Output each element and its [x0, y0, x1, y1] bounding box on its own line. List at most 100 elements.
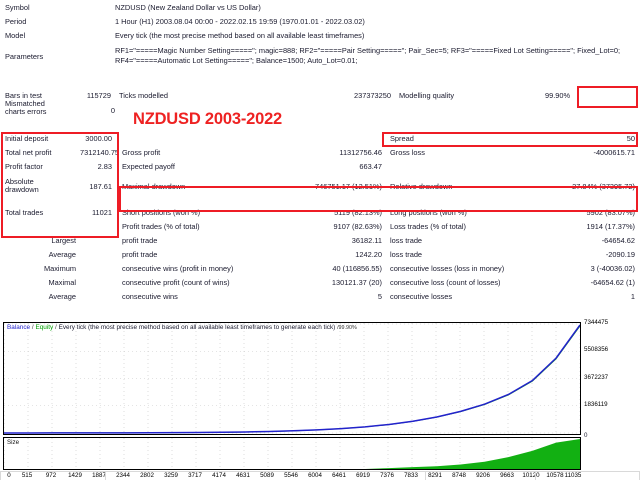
chart-y-axis: 7344475 5508356 3672237 1836119	[584, 319, 640, 438]
chart-y-zero-label: 0	[584, 432, 588, 439]
chart-svg	[4, 323, 580, 434]
gross-profit-label: Gross profit	[122, 147, 161, 157]
y-tick-label: 3672237	[584, 373, 609, 381]
profit-factor-value: 2.83	[97, 161, 112, 171]
maximum-consecutive-losses-value: 3 (-40036.02)	[590, 263, 635, 273]
symbol-value: NZDUSD (New Zealand Dollar vs US Dollar)	[115, 3, 261, 12]
bars-in-test-row: Bars in test 115729 Ticks modelled 23737…	[0, 88, 578, 102]
modelling-quality-label: Modelling quality	[399, 90, 455, 100]
x-tick-label: 5546	[284, 472, 298, 479]
period-value: 1 Hour (H1) 2003.08.04 00:00 - 2022.02.1…	[115, 16, 365, 26]
row-largest: Largest profit trade 36182.11 loss trade…	[0, 233, 640, 247]
total-net-profit-value: 7312140.75	[80, 147, 120, 157]
x-tick-label: 11035	[564, 472, 582, 479]
highlight-box-modelling-quality	[577, 86, 638, 108]
average-loss-trade-label: loss trade	[390, 249, 423, 259]
x-tick-label: 6461	[332, 472, 346, 479]
short-positions-value: 5119 (82.13%)	[334, 207, 382, 217]
x-tick-label: 2802	[140, 472, 154, 479]
legend-equity: Equity	[35, 324, 54, 331]
x-tick-label: 972	[45, 472, 57, 479]
absolute-drawdown-value: 187.61	[89, 181, 112, 191]
row-average-consecutive: Average consecutive wins 5 consecutive l…	[0, 289, 640, 303]
relative-drawdown-value: 27.84% (37395.72)	[572, 181, 635, 191]
x-tick-label: 0	[7, 472, 11, 479]
absolute-drawdown-label: Absolute drawdown	[5, 177, 39, 194]
maximal-drawdown-value: 746751.17 (12.51%)	[315, 181, 382, 191]
size-panel-label: Size	[7, 439, 20, 446]
symbol-label: Symbol	[5, 3, 30, 12]
parameters-label: Parameters	[5, 52, 44, 62]
initial-deposit-value: 3000.00	[85, 133, 112, 143]
chart-plot-area: Balance / Equity / Every tick (the most …	[3, 322, 581, 435]
y-tick-label: 1836119	[584, 400, 608, 408]
maximum-consecutive-wins-value: 40 (116856.55)	[332, 263, 382, 273]
ticks-modelled-label: Ticks modelled	[119, 90, 169, 100]
expected-payoff-label: Expected payoff	[122, 161, 175, 171]
y-tick-label: 7344475	[584, 319, 609, 326]
maximum-prefix: Maximum	[43, 263, 76, 273]
row-profit-factor: Profit factor 2.83 Expected payoff 663.4…	[0, 159, 640, 173]
x-tick-label: 515	[21, 472, 33, 479]
maximal-prefix: Maximal	[48, 277, 76, 287]
x-tick-label: 3717	[188, 472, 202, 479]
stats-table: Initial deposit 3000.00 Spread 50 Total …	[0, 131, 640, 303]
total-trades-value: 11021	[91, 207, 112, 217]
row-average-trade: Average profit trade 1242.20 loss trade …	[0, 247, 640, 261]
header-row-period: Period 1 Hour (H1) 2003.08.04 00:00 - 20…	[0, 14, 640, 28]
legend-balance: Balance	[7, 324, 31, 331]
row-total-trades: Total trades 11021 Short positions (won …	[0, 205, 640, 219]
row-maximal-consecutive: Maximal consecutive profit (count of win…	[0, 275, 640, 289]
chart-x-axis: 0 515 972 1429 1887 2344 2802 3259 3717 4174 4631 5…	[3, 472, 583, 482]
x-tick-label: 8291	[428, 472, 442, 479]
gross-loss-value: -4000615.71	[593, 147, 635, 157]
average-consecutive-wins-value: 5	[377, 291, 382, 301]
maximum-consecutive-wins-label: consecutive wins (profit in money)	[122, 263, 234, 273]
x-tick-label: 10120	[522, 472, 540, 479]
bars-in-test-value: 115729	[86, 90, 111, 100]
x-tick-label: 6004	[308, 472, 322, 479]
x-tick-label: 4631	[236, 472, 250, 479]
size-svg	[4, 438, 580, 469]
size-subpanel: Size	[3, 437, 581, 470]
average-consecutive-wins-label: consecutive wins	[122, 291, 178, 301]
row-drawdown: Absolute drawdown 187.61 Maximal drawdow…	[0, 173, 640, 199]
bars-in-test-label: Bars in test	[5, 90, 42, 100]
loss-trades-value: 1914 (17.37%)	[586, 221, 635, 231]
maximal-drawdown-label: Maximal drawdown	[122, 181, 186, 191]
x-tick-label: 8748	[452, 472, 466, 479]
legend-separator-2: /	[55, 324, 57, 331]
parameters-value: RF1="=====Magic Number Setting====="; ma…	[115, 46, 621, 66]
largest-loss-trade-label: loss trade	[390, 235, 423, 245]
average-profit-trade-label: profit trade	[122, 249, 158, 259]
modelling-quality-value: 99.90%	[545, 90, 571, 100]
long-positions-label: Long positions (won %)	[390, 207, 467, 217]
average-loss-trade-value: -2090.19	[605, 249, 635, 259]
row-initial-deposit-spread: Initial deposit 3000.00 Spread 50	[0, 131, 640, 145]
x-tick-label: 9663	[500, 472, 514, 479]
average-profit-trade-value: 1242.20	[355, 249, 382, 259]
average-consecutive-losses-label: consecutive losses	[390, 291, 453, 301]
legend-modelling-quality: /99.90%	[337, 325, 357, 331]
gross-loss-label: Gross loss	[390, 147, 425, 157]
total-trades-label: Total trades	[5, 207, 44, 217]
long-positions-value: 5902 (83.07%)	[586, 207, 635, 217]
maximal-consecutive-profit-label: consecutive profit (count of wins)	[122, 277, 230, 287]
average-consecutive-losses-value: 1	[630, 291, 635, 301]
mismatched-charts-errors-label: Mismatched charts errors	[5, 99, 47, 117]
x-tick-label: 7376	[380, 472, 394, 479]
largest-prefix: Largest	[51, 235, 76, 245]
report-header: Symbol NZDUSD (New Zealand Dollar vs US …	[0, 0, 640, 67]
x-tick-label: 5089	[260, 472, 274, 479]
ticks-modelled-value: 237373250	[354, 90, 391, 100]
expected-payoff-value: 663.47	[359, 161, 382, 171]
header-row-model: Model Every tick (the most precise metho…	[0, 28, 640, 42]
maximal-consecutive-profit-value: 130121.37 (20)	[331, 277, 382, 287]
profit-factor-label: Profit factor	[5, 161, 43, 171]
row-profit-trades: Profit trades (% of total) 9107 (82.63%)…	[0, 219, 640, 233]
x-tick-label: 9206	[476, 472, 490, 479]
loss-trades-label: Loss trades (% of total)	[390, 221, 466, 231]
maximum-consecutive-losses-label: consecutive losses (loss in money)	[390, 263, 505, 273]
x-tick-label: 7833	[404, 472, 418, 479]
